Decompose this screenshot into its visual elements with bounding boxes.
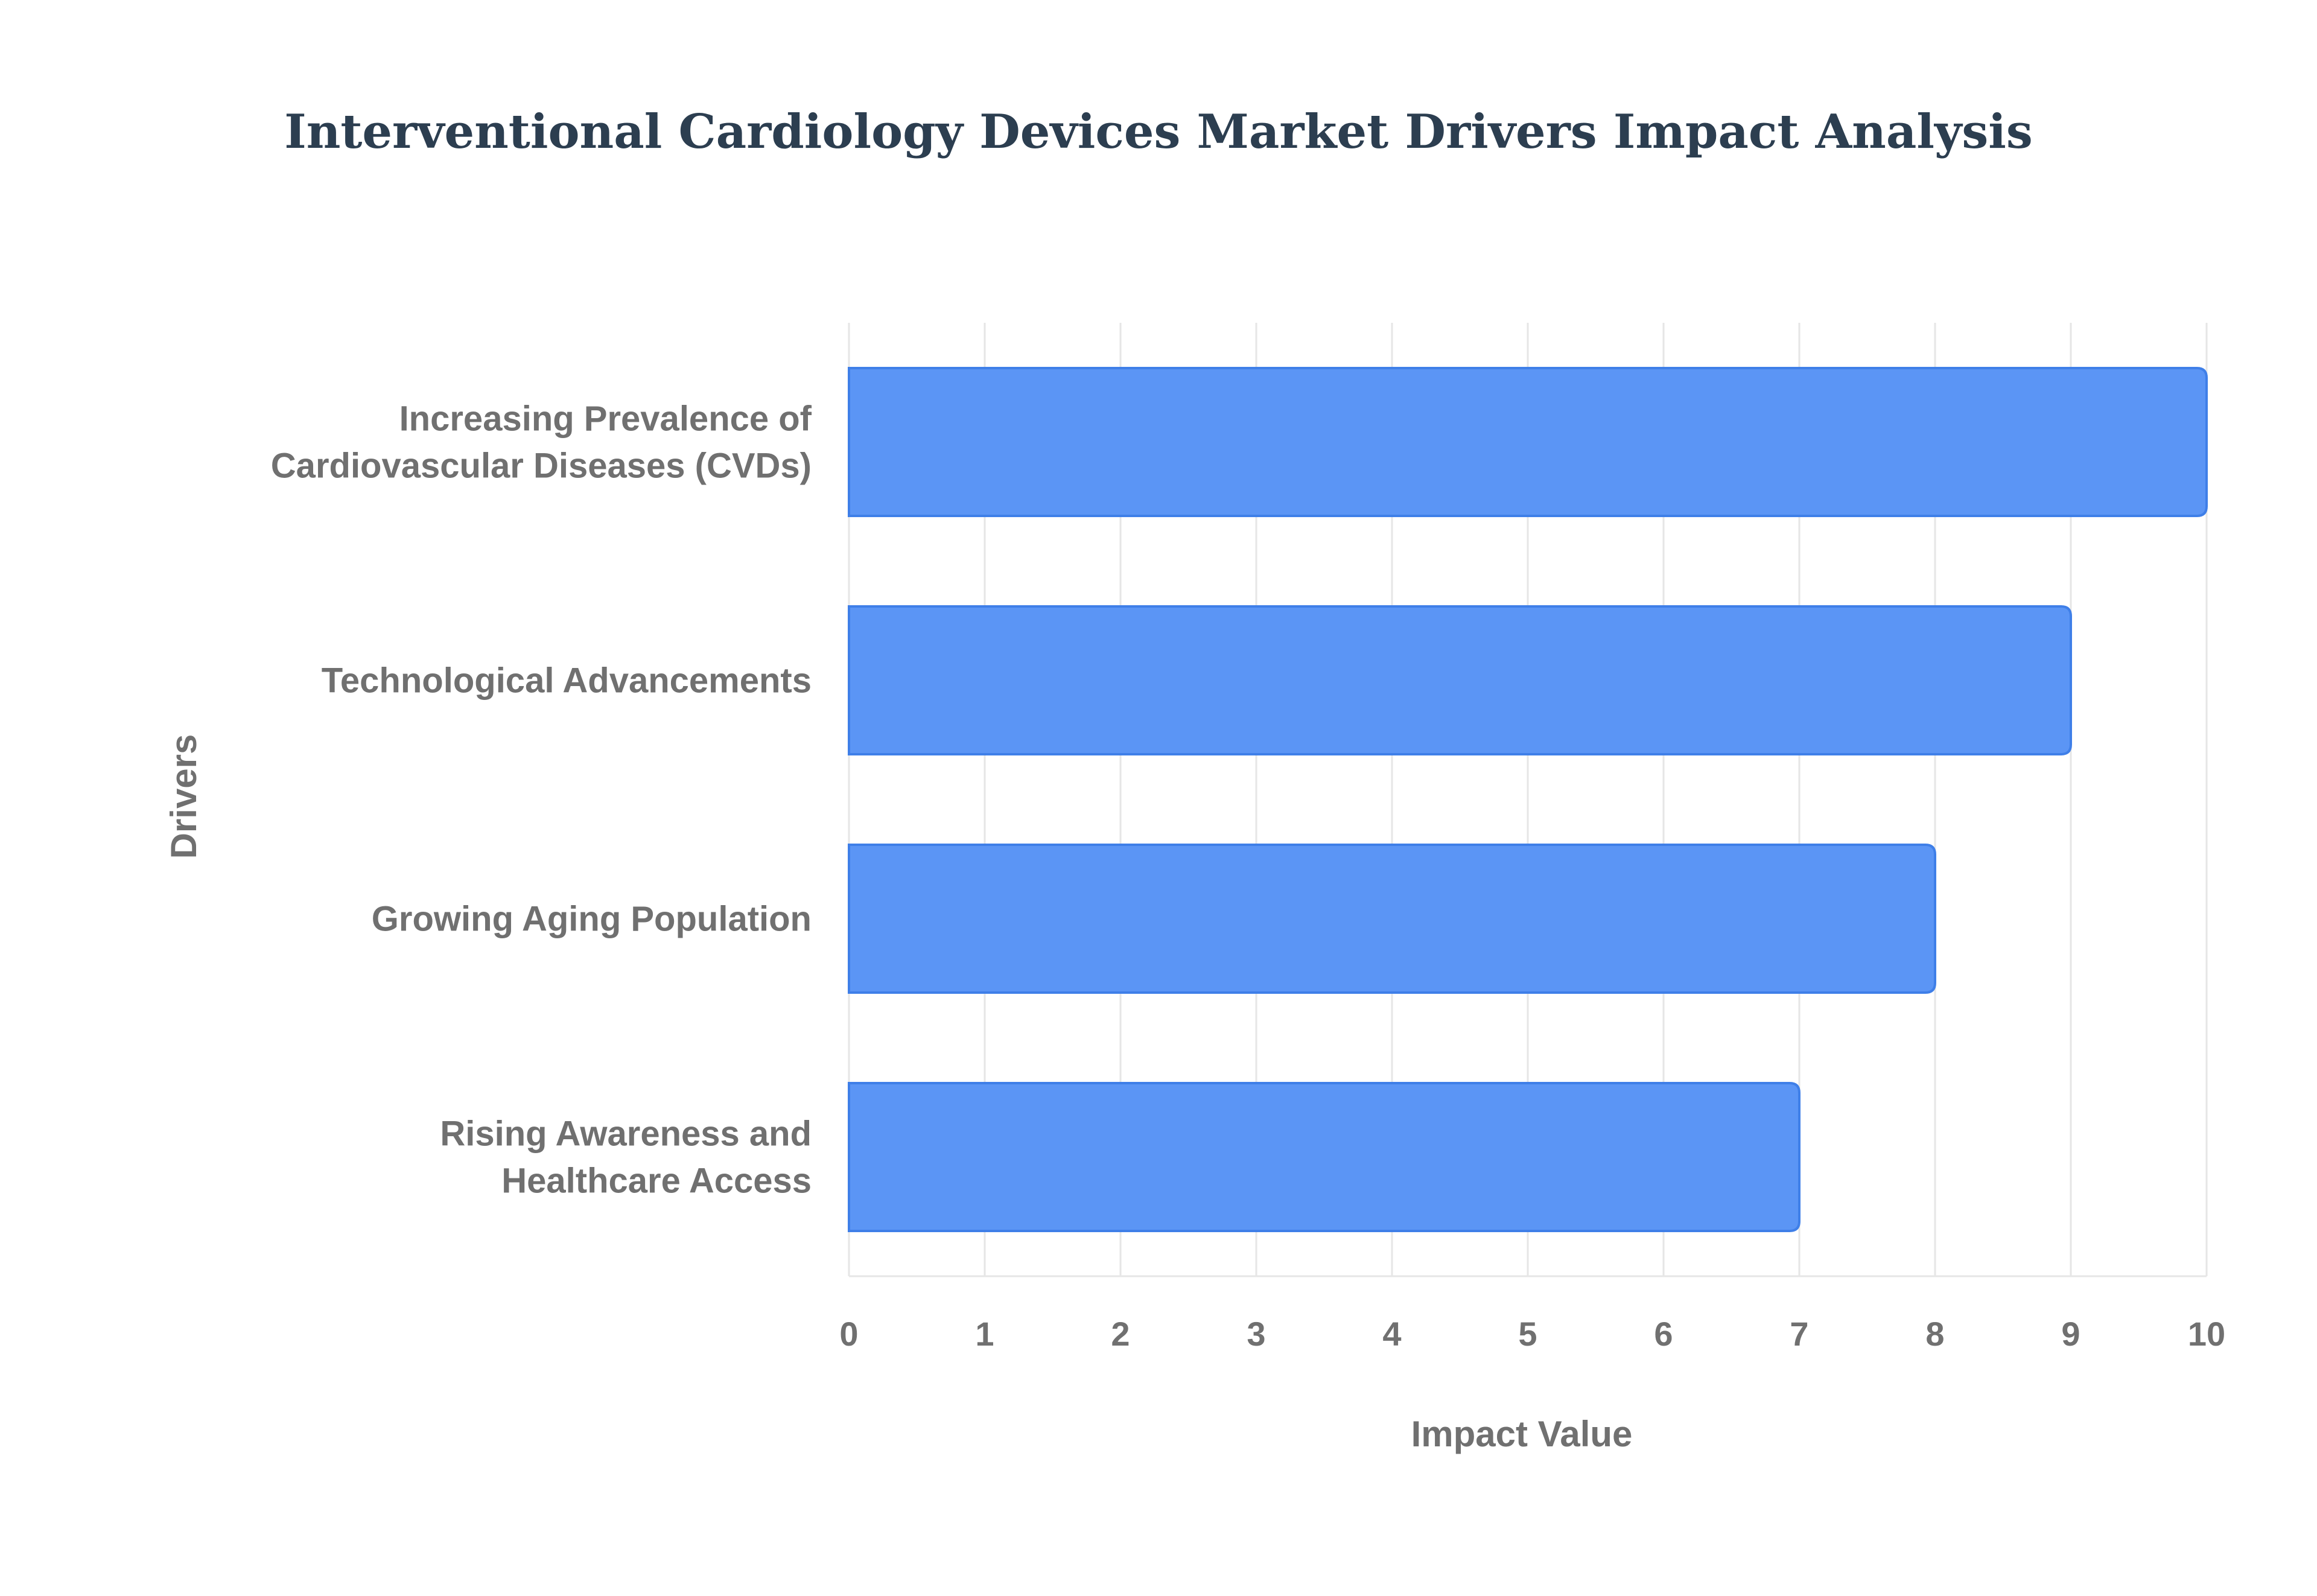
y-tick-label-line: Technological Advancements [322, 661, 812, 701]
y-tick-label: Growing Aging Population [372, 900, 812, 939]
y-tick-label: Rising Awareness and Healthcare Access [440, 1114, 812, 1201]
x-tick-label: 4 [1382, 1315, 1401, 1353]
x-tick-label: 1 [975, 1315, 994, 1353]
x-tick-label: 0 [839, 1315, 858, 1353]
x-tick-label: 9 [2061, 1315, 2080, 1353]
bar [848, 605, 2072, 755]
x-tick-label: 10 [2188, 1315, 2225, 1353]
bar [848, 367, 2208, 517]
x-tick-label: 8 [1925, 1315, 1944, 1353]
y-tick-label-line: Increasing Prevalence of [399, 399, 812, 439]
y-tick-label-line: Rising Awareness and [440, 1114, 812, 1154]
x-tick-label: 7 [1790, 1315, 1808, 1353]
y-tick-label: Increasing Prevalence of Cardiovascular D… [271, 399, 812, 486]
x-tick-label: 6 [1654, 1315, 1673, 1353]
y-tick-label-line: Healthcare Access [501, 1162, 812, 1201]
y-tick-label: Technological Advancements [322, 661, 812, 701]
x-tick-label: 5 [1518, 1315, 1537, 1353]
bars [848, 367, 2208, 1232]
y-tick-labels: Increasing Prevalence of Cardiovascular D… [271, 399, 812, 1201]
chart-title: Interventional Cardiology Devices Market… [284, 104, 2033, 159]
x-tick-label: 2 [1111, 1315, 1130, 1353]
y-tick-label-line: Cardiovascular Diseases (CVDs) [271, 447, 812, 486]
y-axis-title: Drivers [164, 734, 204, 859]
bar [848, 1082, 1801, 1232]
bar [848, 844, 1936, 994]
x-axis-title: Impact Value [1411, 1414, 1633, 1454]
x-tick-labels: 0 1 2 3 4 5 6 7 8 9 10 [839, 1315, 2225, 1353]
x-tick-label: 3 [1247, 1315, 1265, 1353]
y-tick-label-line: Growing Aging Population [372, 900, 812, 939]
